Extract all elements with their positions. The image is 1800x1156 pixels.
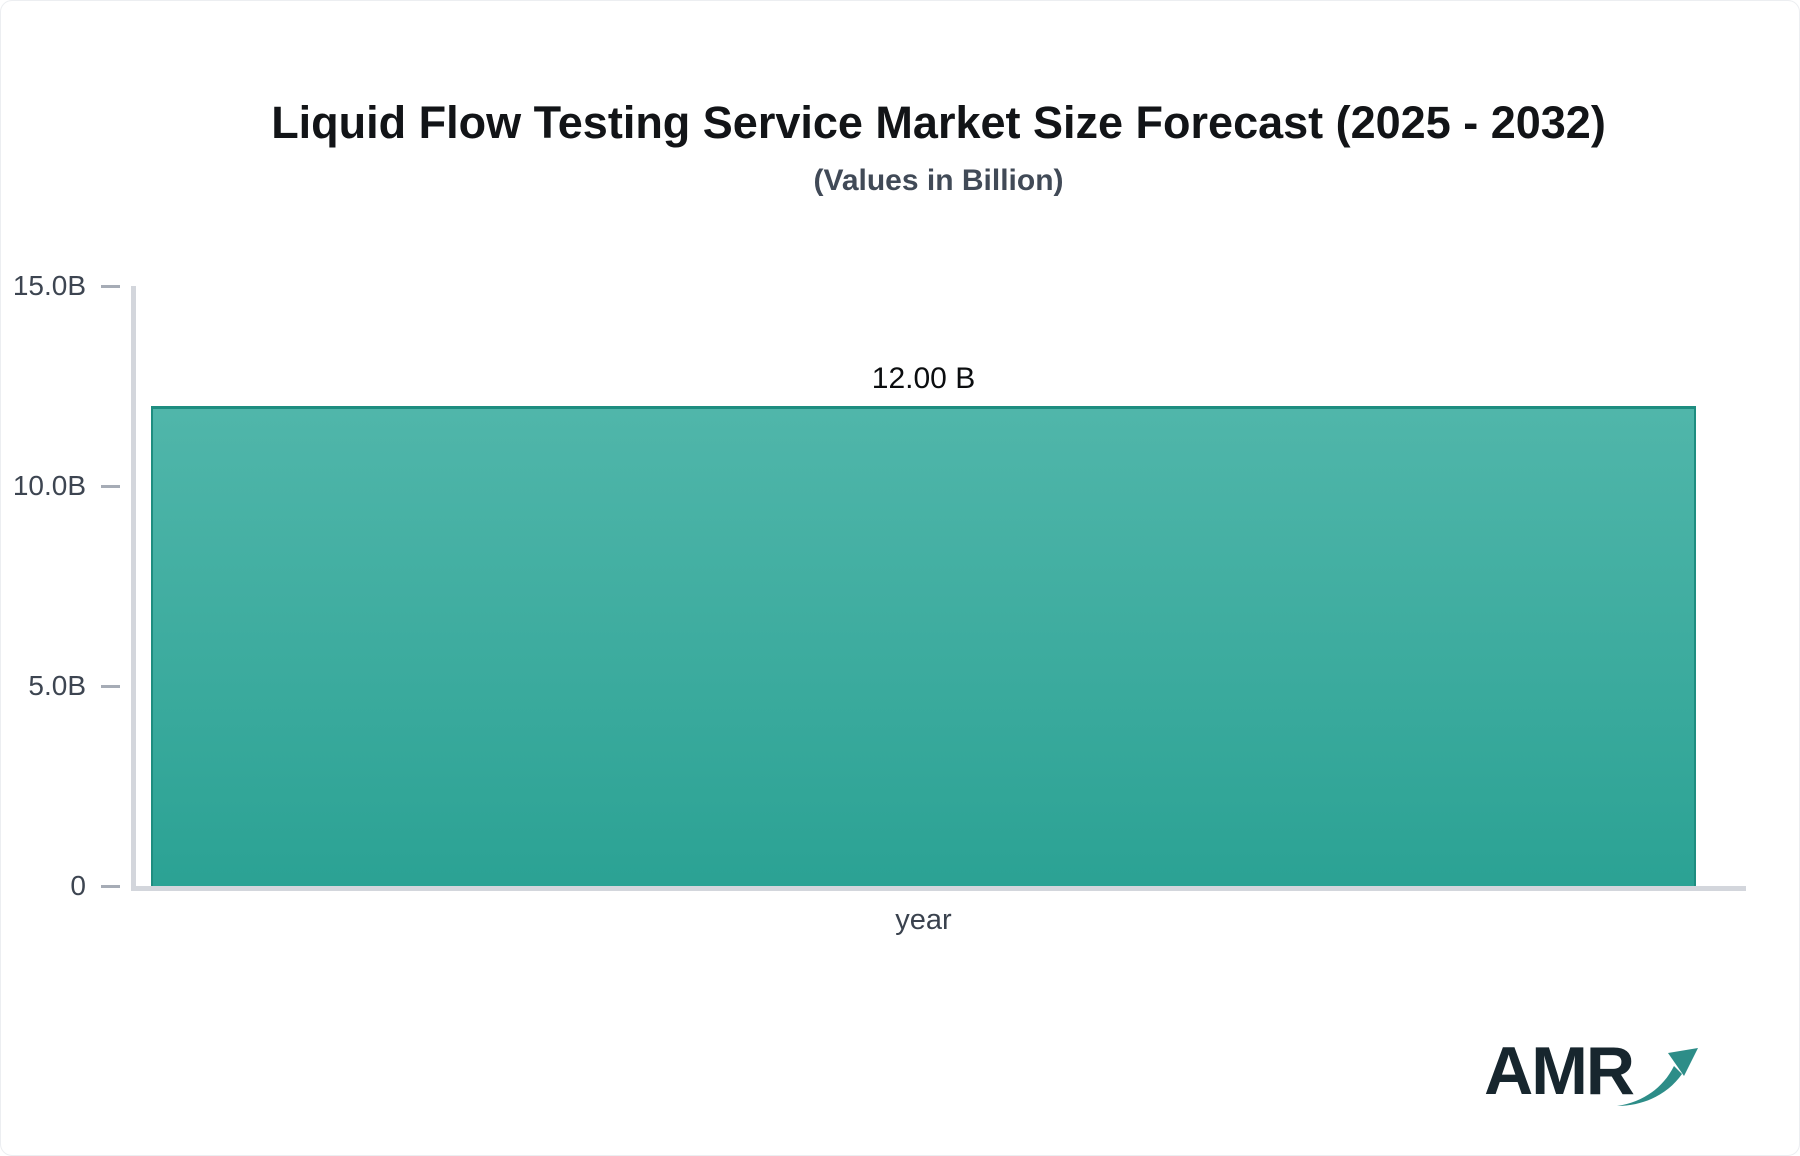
amr-logo-text: AMR — [1484, 1033, 1635, 1109]
y-tick-mark — [101, 885, 120, 888]
x-axis-line — [131, 886, 1746, 891]
chart-title: Liquid Flow Testing Service Market Size … — [271, 97, 1606, 148]
y-tick-label: 10.0B — [12, 470, 86, 501]
growth-arrow-icon — [1617, 1048, 1698, 1106]
y-tick-label: 15.0B — [12, 270, 86, 301]
plot-area: 12.00 B year 0 5.0B 10.0B 15.0B — [13, 270, 1746, 936]
amr-logo: AMR — [1484, 1033, 1701, 1109]
chart-header: Liquid Flow Testing Service Market Size … — [131, 96, 1746, 198]
y-tick-mark — [101, 685, 120, 688]
chart-subtitle: (Values in Billion) — [813, 164, 1064, 197]
bar-market-size-forecast[interactable] — [151, 406, 1696, 886]
y-tick-mark — [101, 485, 120, 488]
x-axis-title: year — [895, 904, 952, 936]
y-axis-line — [131, 286, 136, 891]
y-tick-mark — [101, 285, 120, 288]
bar-value-label: 12.00 B — [871, 362, 976, 395]
y-tick-label: 0 — [70, 870, 86, 901]
y-tick-label: 5.0B — [28, 670, 86, 701]
